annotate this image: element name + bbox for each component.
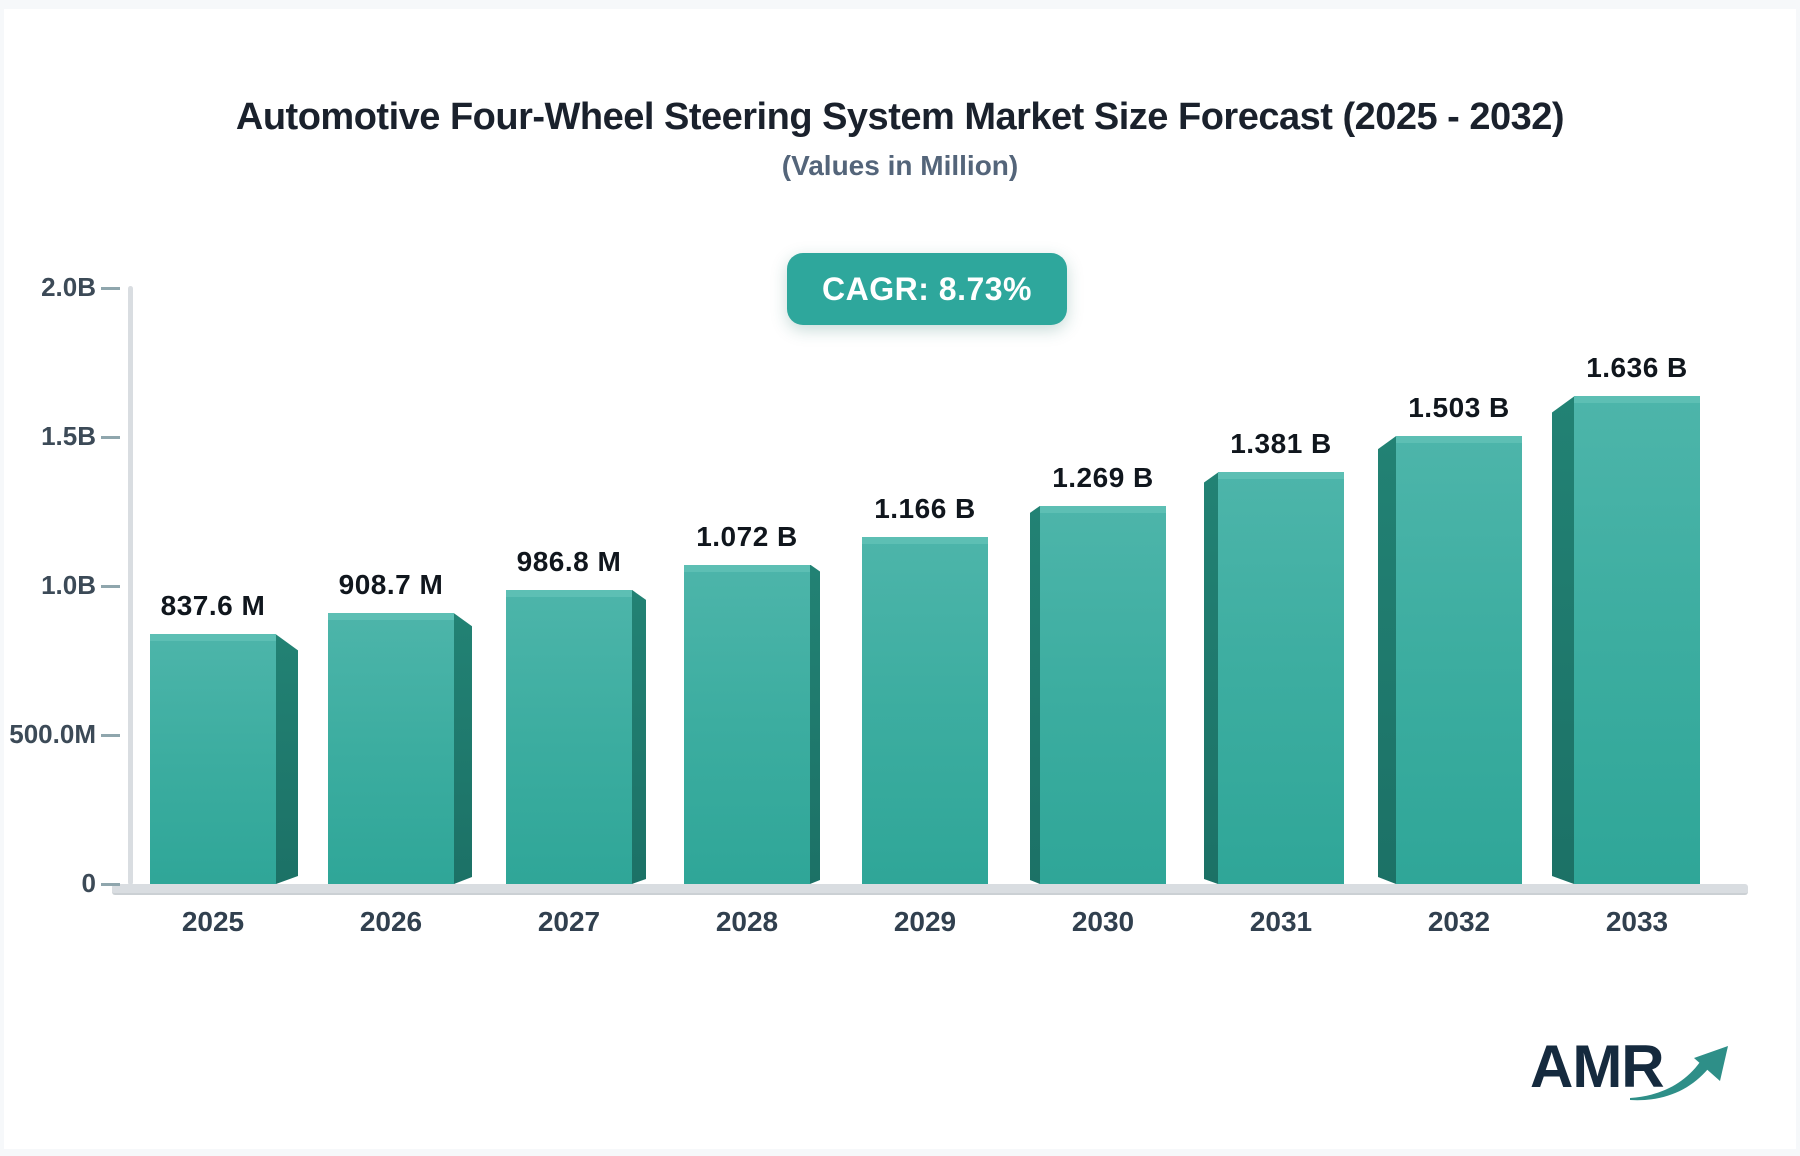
chart-title: Automotive Four-Wheel Steering System Ma…: [235, 96, 1565, 138]
bar-2027[interactable]: [506, 589, 632, 884]
bar-side-2027: [632, 590, 646, 884]
bar-top-cap-2027: [506, 589, 632, 597]
x-axis-label-2026: 2026: [359, 906, 423, 937]
y-tick-label-1.0B: 1.0B: [41, 570, 96, 600]
bar-2033[interactable]: [1574, 396, 1700, 884]
y-tick-label-1.5B: 1.5B: [41, 421, 96, 451]
bar-side-2031: [1204, 472, 1218, 884]
y-tick-label-2.0B: 2.0B: [41, 272, 96, 302]
growth-arrow-icon: [1630, 1046, 1728, 1101]
y-tick-mark-1.5B: [101, 435, 120, 439]
bar-value-label-2027: 986.8 M: [516, 545, 622, 577]
bar-2029[interactable]: [862, 536, 988, 884]
y-tick-label-0: 0: [81, 868, 96, 898]
bar-side-2033: [1552, 396, 1574, 884]
bar-side-2028: [810, 565, 820, 884]
x-axis-label-2033: 2033: [1605, 906, 1669, 937]
x-axis-label-2030: 2030: [1071, 906, 1135, 937]
chart-subtitle: (Values in Million): [781, 150, 1019, 181]
bar-top-cap-2032: [1396, 436, 1522, 444]
bar-side-2032: [1378, 436, 1396, 884]
y-tick-label-500.0M: 500.0M: [9, 719, 96, 749]
cagr-badge-label: CAGR: 8.73%: [822, 270, 1032, 307]
bar-2031[interactable]: [1218, 472, 1344, 884]
bar-top-cap-2030: [1040, 505, 1166, 513]
bar-value-label-2031: 1.381 B: [1230, 428, 1332, 460]
bar-side-2026: [454, 613, 472, 884]
bar-value-label-2030: 1.269 B: [1052, 461, 1154, 493]
y-axis-line: [128, 286, 133, 885]
x-axis-label-2025: 2025: [181, 906, 245, 937]
bar-side-2025: [276, 634, 298, 884]
x-axis-line: [112, 884, 1748, 895]
bar-top-cap-2025: [150, 634, 276, 642]
bar-side-2030: [1030, 506, 1040, 884]
amr-logo-text: AMR: [1530, 1033, 1665, 1100]
bar-value-label-2033: 1.636 B: [1586, 352, 1688, 384]
bar-top-cap-2029: [862, 536, 988, 544]
x-axis-label-2032: 2032: [1427, 906, 1491, 937]
x-axis-label-2029: 2029: [893, 906, 957, 937]
bar-2028[interactable]: [684, 564, 810, 884]
bar-value-label-2032: 1.503 B: [1408, 392, 1510, 424]
bar-2026[interactable]: [328, 613, 454, 884]
bar-2025[interactable]: [150, 634, 276, 884]
y-tick-mark-1.0B: [101, 584, 120, 588]
cagr-badge: CAGR: 8.73%: [787, 253, 1067, 325]
bar-top-cap-2031: [1218, 472, 1344, 480]
bar-value-label-2028: 1.072 B: [696, 520, 798, 552]
x-axis-label-2028: 2028: [715, 906, 779, 937]
y-tick-mark-500.0M: [101, 733, 120, 737]
bar-value-label-2026: 908.7 M: [338, 569, 444, 601]
bar-2030[interactable]: [1040, 505, 1166, 884]
y-tick-mark-0: [101, 882, 120, 886]
bar-top-cap-2026: [328, 613, 454, 621]
bar-top-cap-2033: [1574, 396, 1700, 404]
amr-logo: AMR: [1520, 1028, 1728, 1108]
y-tick-mark-2.0B: [101, 286, 120, 290]
bar-2032[interactable]: [1396, 436, 1522, 884]
bar-value-label-2025: 837.6 M: [160, 590, 266, 622]
x-axis-label-2031: 2031: [1249, 906, 1313, 937]
x-axis-label-2027: 2027: [537, 906, 601, 937]
bar-top-cap-2028: [684, 564, 810, 572]
bar-value-label-2029: 1.166 B: [874, 492, 976, 524]
